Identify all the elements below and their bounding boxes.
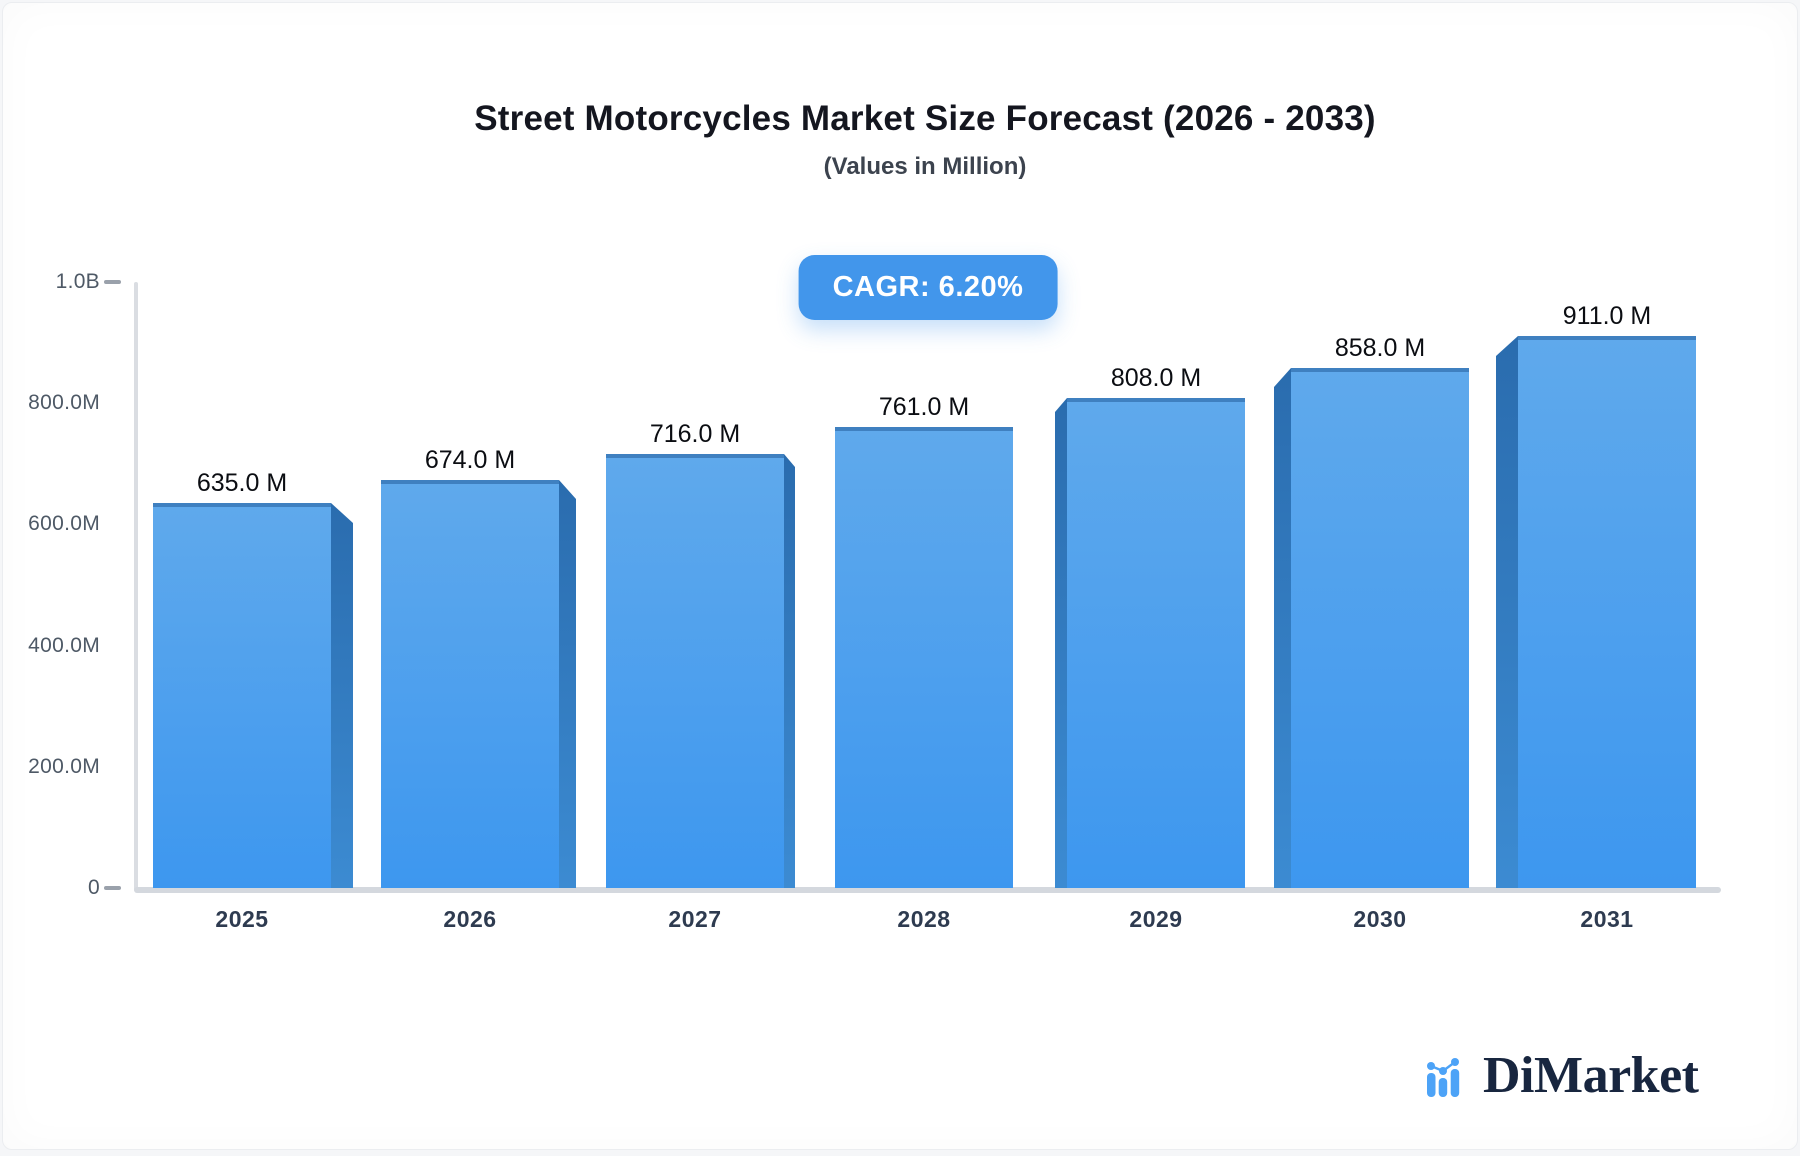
bar-side-face: [1274, 368, 1291, 888]
x-axis-label: 2025: [215, 906, 269, 932]
bar-side-face: [559, 480, 576, 888]
bar-side-face: [1055, 398, 1067, 888]
cagr-badge: CAGR: 6.20%: [798, 255, 1058, 320]
bar-value-label: 808.0 M: [1110, 364, 1202, 392]
x-axis-label: 2029: [1129, 906, 1183, 932]
bar-value-label: 858.0 M: [1334, 334, 1426, 362]
chart-subtitle: (Values in Million): [823, 153, 1027, 180]
bar-2029: [1067, 398, 1245, 888]
chart-title: Street Motorcycles Market Size Forecast …: [474, 99, 1376, 138]
x-axis-label: 2030: [1353, 906, 1407, 932]
y-axis-label: 200.0M: [28, 754, 100, 778]
y-axis-line: [134, 282, 138, 891]
bar-side-face: [784, 454, 795, 888]
y-axis-label: 1.0B: [55, 270, 100, 293]
bar-value-label: 716.0 M: [649, 420, 741, 448]
bar-2028: [835, 427, 1013, 888]
bar-chart-plot-area: 1.0B 800.0M 600.0M 400.0M 200.0M 0 635.0 M 2025…: [3, 3, 1797, 1149]
bar-2025: [153, 503, 331, 888]
y-axis-label: 0: [88, 876, 100, 899]
bar-2030: [1291, 368, 1469, 888]
x-axis-label: 2026: [443, 906, 497, 932]
bar-value-label: 911.0 M: [1562, 302, 1652, 330]
x-axis-label: 2027: [668, 906, 722, 932]
bar-2031: [1518, 336, 1696, 888]
y-axis-tick-mark: [104, 886, 121, 890]
bar-2026: [381, 480, 559, 888]
y-axis-label: 400.0M: [28, 633, 100, 657]
x-axis-label: 2031: [1580, 906, 1634, 932]
bar-side-face: [331, 503, 353, 888]
y-axis-label: 800.0M: [28, 391, 100, 415]
bar-value-label: 635.0 M: [196, 469, 288, 497]
bar-value-label: 761.0 M: [878, 393, 970, 421]
brand-name: DiMarket: [1483, 1047, 1699, 1104]
y-axis-tick-mark: [104, 280, 121, 284]
x-axis-label: 2028: [897, 906, 951, 932]
bar-side-face: [1496, 336, 1518, 888]
bar-value-label: 674.0 M: [424, 446, 516, 474]
x-axis-baseline: [134, 887, 1721, 893]
y-axis-label: 600.0M: [28, 512, 100, 536]
mini-bar-chart-icon: [1427, 1058, 1460, 1097]
brand-logo: DiMarket: [1425, 1045, 1699, 1107]
bar-2027: [606, 454, 784, 888]
